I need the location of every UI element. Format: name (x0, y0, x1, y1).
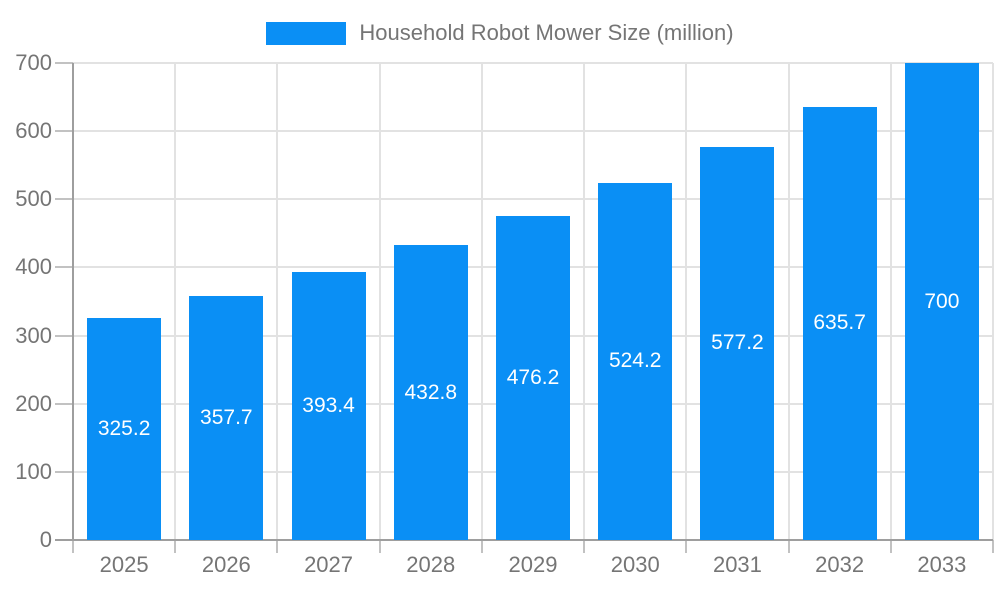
bar-value-label: 393.4 (302, 393, 355, 417)
y-axis-tick (55, 198, 73, 201)
x-tick-label: 2029 (508, 552, 558, 577)
y-gridline (73, 198, 993, 201)
x-tick-label: 2031 (712, 552, 762, 577)
x-gridline (480, 63, 483, 540)
y-axis-tick (55, 266, 73, 269)
bar: 635.7 (802, 106, 877, 540)
y-axis-tick (55, 334, 73, 337)
bar-value-label: 357.7 (200, 406, 253, 430)
bar-value-label: 635.7 (813, 311, 866, 335)
x-gridline (276, 63, 279, 540)
x-gridline (889, 63, 892, 540)
x-axis-tick (378, 540, 381, 553)
bar-value-label: 577.2 (711, 331, 764, 355)
bar: 357.7 (189, 296, 264, 540)
x-axis-tick (992, 540, 994, 553)
bar: 325.2 (87, 318, 162, 540)
y-tick-label: 100 (15, 458, 52, 484)
x-tick-label: 2025 (99, 552, 149, 577)
x-axis-tick (72, 540, 74, 553)
y-tick-label: 300 (15, 322, 52, 348)
legend-swatch (266, 21, 347, 45)
plot-area: 0 100 200 300 400 500 600 700 325.2 2025 357.7 2026… (15, 51, 994, 577)
x-tick-label: 2028 (406, 552, 456, 577)
y-tick-label: 200 (15, 390, 52, 416)
x-gridline (992, 63, 994, 540)
x-gridline (685, 63, 688, 540)
x-axis-tick (276, 540, 279, 553)
bar-value-label: 476.2 (506, 365, 560, 389)
x-gridline (583, 63, 586, 540)
legend: Household Robot Mower Size (million) (0, 20, 1000, 46)
bar-value-label: 432.8 (404, 380, 458, 404)
y-tick-label: 500 (15, 186, 52, 212)
bar-value-label: 700 (924, 289, 960, 313)
bar: 524.2 (598, 182, 673, 540)
y-gridline (73, 130, 993, 133)
x-gridline (174, 63, 177, 540)
x-gridline (378, 63, 381, 540)
x-tick-label: 2030 (610, 552, 660, 577)
x-gridline (787, 63, 790, 540)
y-axis-line (72, 63, 74, 540)
legend-label: Household Robot Mower Size (million) (359, 20, 734, 45)
bar: 700 (904, 63, 979, 540)
bar: 476.2 (496, 215, 570, 540)
y-axis-tick (55, 130, 73, 133)
y-tick-label: 700 (15, 50, 52, 75)
y-tick-label: 600 (15, 118, 52, 144)
y-axis-tick (55, 62, 73, 64)
y-tick-label: 0 (39, 527, 52, 552)
x-axis-tick (889, 540, 892, 553)
bar: 393.4 (291, 271, 366, 540)
x-axis-line (55, 539, 993, 541)
x-axis-tick (583, 540, 586, 553)
x-tick-label: 2032 (815, 552, 865, 577)
x-axis-tick (480, 540, 483, 553)
x-tick-label: 2033 (917, 552, 967, 577)
bar-value-label: 524.2 (608, 349, 662, 373)
x-axis-tick (685, 540, 688, 553)
y-gridline (73, 62, 993, 64)
bar-value-label: 325.2 (97, 417, 151, 441)
bar: 577.2 (700, 146, 775, 540)
x-axis-tick (174, 540, 177, 553)
bar: 432.8 (393, 245, 468, 540)
y-axis-tick (55, 402, 73, 405)
y-axis-tick (55, 470, 73, 473)
x-tick-label: 2026 (201, 552, 251, 577)
x-tick-label: 2027 (304, 552, 354, 577)
y-tick-label: 400 (15, 254, 52, 280)
x-axis-tick (787, 540, 790, 553)
